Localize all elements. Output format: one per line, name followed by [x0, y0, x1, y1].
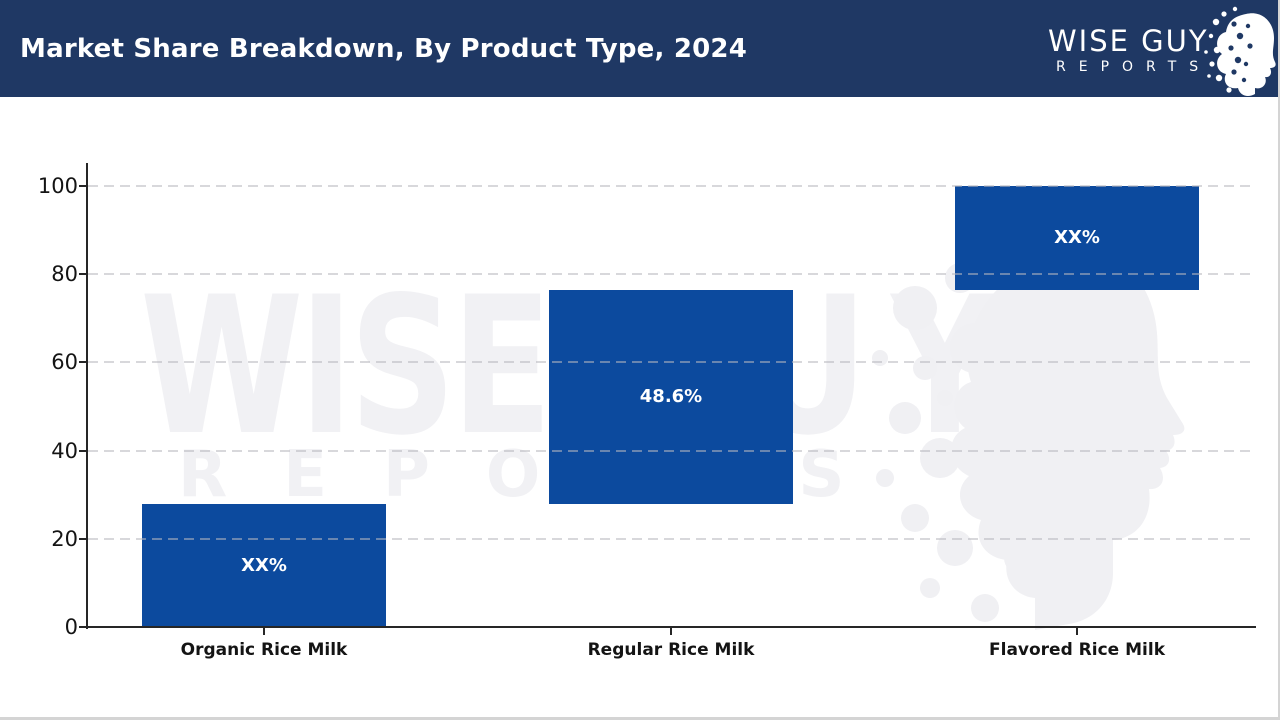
- bar-segment: [549, 290, 793, 505]
- y-axis-tick-label: 20: [51, 526, 78, 551]
- bar-value-label: XX%: [241, 554, 287, 576]
- x-axis-category-label: Flavored Rice Milk: [989, 640, 1165, 660]
- x-axis-category-label: Organic Rice Milk: [180, 640, 348, 660]
- gridline: [88, 273, 1256, 276]
- y-axis-tick-label: 0: [64, 615, 78, 639]
- gridline: [88, 449, 1256, 452]
- gridline: [88, 185, 1256, 187]
- page-title: Market Share Breakdown, By Product Type,…: [20, 33, 747, 64]
- bar-value-label: XX%: [1054, 227, 1100, 249]
- logo-subtext: REPORTS: [1056, 59, 1212, 75]
- gridline: [88, 361, 1256, 364]
- y-axis-line: [86, 163, 88, 629]
- x-axis-tick: [670, 628, 672, 635]
- x-axis-tick: [1076, 628, 1078, 635]
- y-axis-tick: [79, 449, 86, 452]
- y-axis-tick: [79, 361, 86, 364]
- logo-wordmark: WISE GUY: [1048, 24, 1209, 58]
- y-axis-tick: [79, 537, 86, 540]
- x-axis-tick: [263, 628, 265, 635]
- x-axis-line: [86, 626, 1256, 628]
- y-axis-tick-label: 60: [51, 350, 78, 375]
- bar-chart: WISE GUY REPORTS: [0, 97, 1278, 717]
- bar-value-label: 48.6%: [639, 386, 703, 408]
- gridline: [88, 537, 1256, 540]
- wiseguy-logo: WISE GUY REPORTS: [1030, 6, 1276, 96]
- bar-segment: [142, 504, 386, 627]
- y-axis-tick-label: 100: [37, 174, 78, 198]
- y-axis-tick-label: 40: [51, 438, 78, 463]
- x-axis-category-label: Regular Rice Milk: [587, 640, 755, 660]
- bar-segment: [955, 186, 1199, 291]
- y-axis-tick: [79, 185, 86, 187]
- y-axis-tick-label: 80: [51, 262, 78, 287]
- watermark-word-wise: WISE: [140, 256, 553, 477]
- y-axis-tick: [79, 273, 86, 276]
- header: Market Share Breakdown, By Product Type,…: [0, 0, 1278, 97]
- y-axis-tick: [79, 626, 86, 628]
- logo-head-icon: [1204, 6, 1276, 96]
